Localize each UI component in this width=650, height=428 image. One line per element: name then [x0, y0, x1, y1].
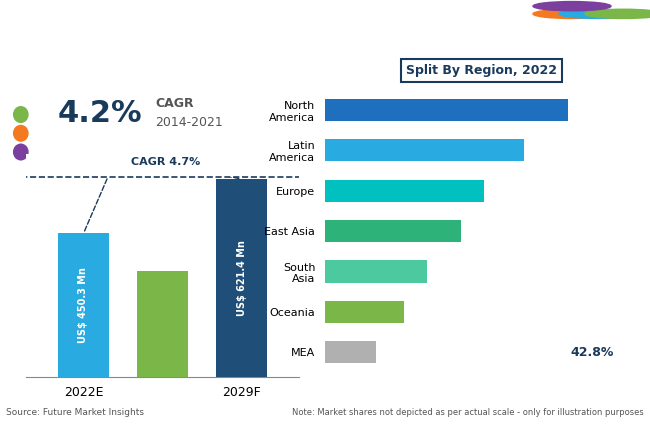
Bar: [325, 139, 523, 161]
Text: 4.2%: 4.2%: [58, 99, 142, 128]
Bar: [325, 220, 461, 242]
Text: Note: Market shares not depicted as per actual scale - only for illustration pur: Note: Market shares not depicted as per …: [292, 408, 644, 417]
Text: fmi: fmi: [577, 33, 612, 52]
Bar: [325, 341, 376, 363]
Bar: [325, 99, 568, 121]
Text: Source: Future Market Insights: Source: Future Market Insights: [6, 408, 144, 417]
Text: 2014-2021: 2014-2021: [155, 116, 223, 129]
FancyBboxPatch shape: [0, 153, 515, 176]
Circle shape: [559, 9, 637, 18]
Title: Split By Region, 2022: Split By Region, 2022: [406, 65, 556, 77]
Text: US$ 450.3 Mn: US$ 450.3 Mn: [79, 267, 88, 343]
Text: Future Market Insights: Future Market Insights: [564, 61, 625, 65]
Bar: [216, 179, 266, 377]
Circle shape: [14, 144, 28, 160]
Text: CAGR 4.7%: CAGR 4.7%: [131, 157, 201, 166]
Text: 2022-2029: 2022-2029: [20, 52, 119, 70]
Bar: [325, 260, 427, 282]
Circle shape: [533, 2, 611, 11]
Text: US$ 621.4 Mn: US$ 621.4 Mn: [237, 240, 246, 316]
Bar: [325, 180, 484, 202]
Bar: [137, 271, 188, 377]
Bar: [58, 233, 109, 377]
Text: 42.8%: 42.8%: [571, 346, 614, 359]
Text: Global Cotinine Screening Devices Market Analysis: Global Cotinine Screening Devices Market…: [20, 21, 495, 39]
Circle shape: [533, 9, 611, 18]
Circle shape: [14, 125, 28, 141]
Circle shape: [14, 107, 28, 122]
Bar: [325, 301, 404, 323]
Text: CAGR: CAGR: [155, 97, 194, 110]
Circle shape: [585, 9, 650, 18]
